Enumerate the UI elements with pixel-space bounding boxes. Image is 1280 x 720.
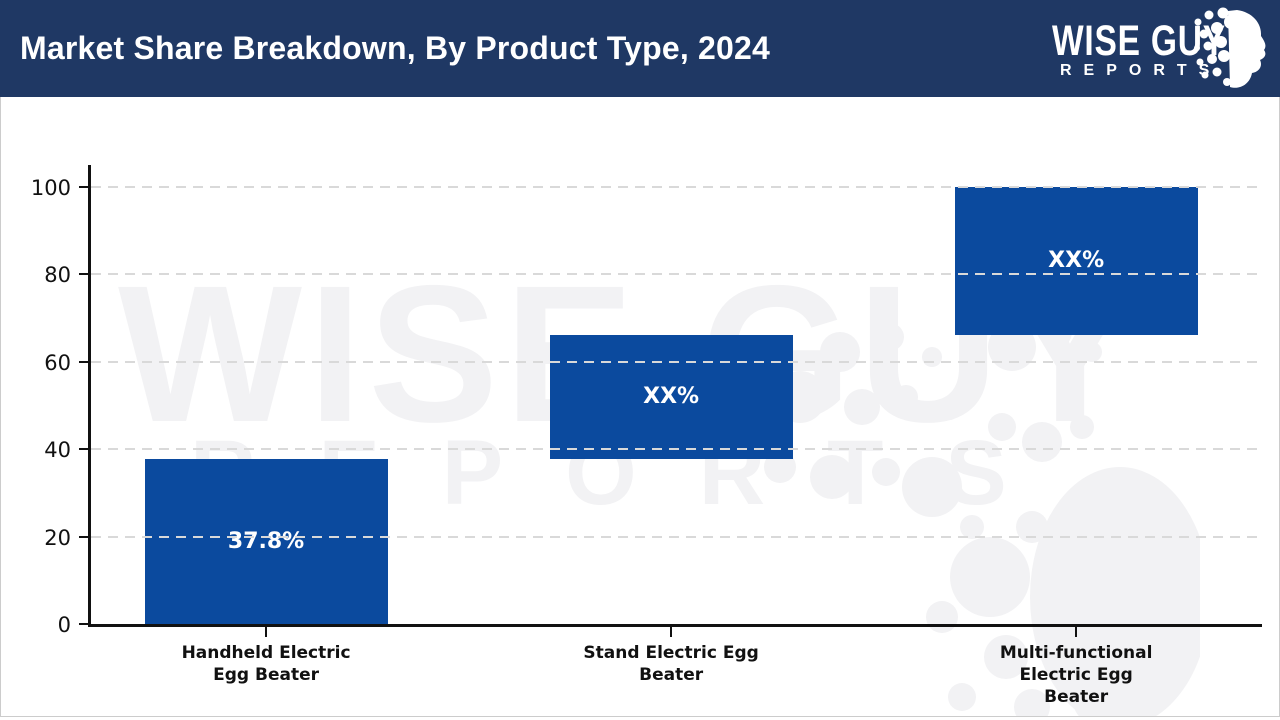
bar-value-label: XX% <box>643 384 700 410</box>
y-tick-label: 80 <box>44 263 71 288</box>
y-tick-mark <box>79 448 88 451</box>
wiseguy-logo: WISE GUY REPORTS <box>1020 4 1270 94</box>
x-category-label-line: Beater <box>639 665 704 686</box>
x-tick-mark <box>265 627 268 637</box>
x-category-label: Handheld Electric Egg Beater <box>182 642 351 686</box>
x-category-label-line: Egg Beater <box>213 665 319 686</box>
page-title: Market Share Breakdown, By Product Type,… <box>20 30 770 66</box>
bar-value-label: 37.8% <box>227 528 305 554</box>
y-tick-mark <box>79 273 88 276</box>
y-tick-mark <box>79 360 88 363</box>
x-tick-mark <box>670 627 673 637</box>
y-tick-mark <box>79 535 88 538</box>
header: Market Share Breakdown, By Product Type,… <box>0 0 1280 97</box>
plot-area: 37.8% Handheld Electric Egg Beater XX% Stand… <box>31 165 1262 707</box>
y-tick-label: 0 <box>57 613 71 637</box>
gridline-60 <box>91 360 1262 363</box>
y-tick-label: 20 <box>44 525 71 550</box>
x-category-label: Multi-functional Electric Egg Beater <box>1000 642 1153 708</box>
x-tick-mark <box>1075 627 1078 637</box>
y-tick-label: 100 <box>30 175 71 200</box>
y-tick-mark <box>79 623 88 625</box>
x-category-label-line: Multi-functional <box>999 643 1153 663</box>
bar-segment-2: XX% <box>954 186 1198 335</box>
y-tick-label: 60 <box>44 350 71 375</box>
gridline-80 <box>91 273 1262 276</box>
gridline-100 <box>91 185 1262 188</box>
x-category-label-line: Stand Electric Egg <box>583 643 759 663</box>
gridline-40 <box>91 448 1262 451</box>
x-category-label-line: Handheld Electric <box>181 643 351 663</box>
logo-subtext: REPORTS <box>1060 62 1222 79</box>
x-category-label-line: Beater <box>1044 687 1109 708</box>
bar-segment-1: XX% <box>549 334 793 459</box>
bar-value-label: XX% <box>1048 248 1105 274</box>
gridline-20 <box>91 535 1262 538</box>
x-category-label: Stand Electric Egg Beater <box>583 642 758 686</box>
logo-face-icon <box>1194 7 1266 88</box>
y-tick-label: 40 <box>44 438 71 463</box>
watermark-head-icon <box>764 316 1200 717</box>
bar-segment-0: 37.8% <box>144 458 388 624</box>
y-tick-mark <box>79 185 88 188</box>
x-category-label-line: Electric Egg <box>1019 665 1133 686</box>
